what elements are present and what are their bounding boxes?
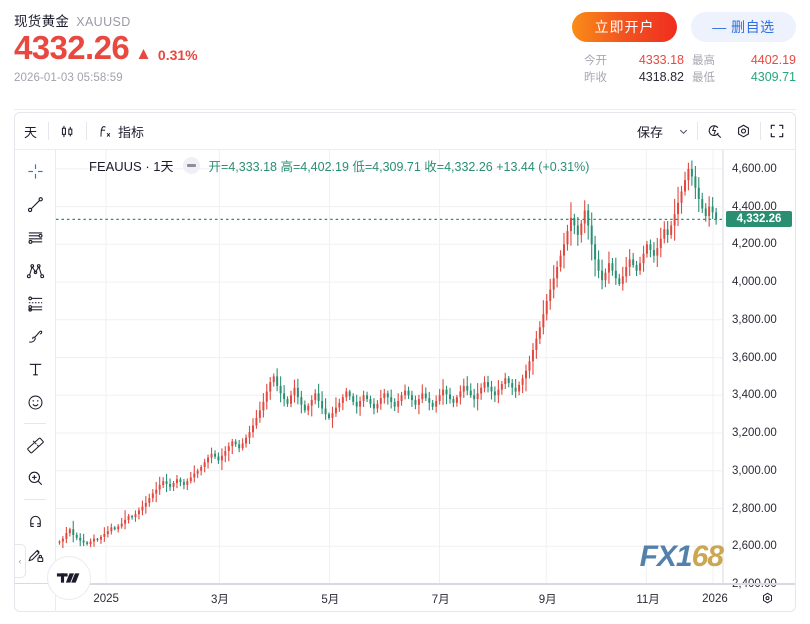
chart-type-button[interactable] (51, 118, 84, 144)
chart-body: FEAUUS · 1天 开=4,333.18 高=4,402.19 低=4,30… (15, 150, 795, 612)
emoji-icon[interactable] (20, 387, 50, 417)
fib-retracement-icon[interactable] (20, 288, 50, 318)
legend-ohlc: 开=4,333.18 高=4,402.19 低=4,309.71 收=4,332… (208, 160, 590, 174)
stat-label-prevclose: 昨收 (584, 72, 607, 84)
time-axis-separator (15, 583, 795, 584)
legend-symbol: FEAUUS · 1天 (89, 159, 174, 174)
interval-label: 天 (24, 124, 38, 140)
time-axis-label: 7月 (431, 593, 450, 606)
time-axis-label: 9月 (538, 593, 557, 606)
price-axis-label: 4,400.00 (732, 200, 777, 213)
toolbar-divider (48, 122, 50, 140)
measure-ruler-icon[interactable] (20, 430, 50, 460)
tradingview-logo[interactable] (47, 556, 91, 600)
time-axis[interactable]: 2025 3月 5月 7月 9月 11月 2026 (56, 584, 795, 612)
fx-icon (98, 124, 113, 139)
price-axis[interactable]: 4,600.00 4,400.00 4,200.00 4,000.00 3,800.00… (723, 150, 795, 590)
save-label: 保存 (636, 124, 663, 140)
price-plot[interactable] (56, 150, 723, 584)
time-axis-label: 2026 (702, 592, 728, 605)
chart-legend: FEAUUS · 1天 开=4,333.18 高=4,402.19 低=4,30… (89, 156, 589, 175)
header-actions: 立即开户 — 删自选 (496, 12, 796, 42)
toolbar-divider-2 (86, 122, 88, 140)
stat-value-low: 4309.71 (750, 70, 796, 84)
axis-settings-gear-icon[interactable] (757, 588, 777, 608)
price-axis-label: 4,600.00 (732, 162, 777, 175)
chart-toolbar: 天 (15, 113, 795, 150)
price-axis-label: 3,400.00 (732, 389, 777, 402)
horizontal-lines-icon[interactable] (20, 222, 50, 252)
price-axis-separator (722, 150, 723, 584)
sidebar-divider-2 (24, 499, 46, 500)
magnet-icon[interactable] (20, 506, 50, 536)
chevron-down-icon (678, 126, 689, 137)
time-axis-label: 2025 (93, 592, 119, 605)
price-axis-label: 4,200.00 (732, 238, 777, 251)
price-axis-label: 2,600.00 (732, 540, 777, 553)
chart-container: 天 (14, 112, 796, 612)
crosshair-icon[interactable] (20, 156, 50, 186)
open-account-button[interactable]: 立即开户 (572, 12, 677, 42)
stat-label-open: 今开 (584, 55, 607, 67)
lock-drawings-icon[interactable] (20, 539, 50, 569)
quote-timestamp: 2026-01-03 05:58:59 (14, 71, 123, 84)
save-button[interactable]: 保存 (628, 118, 672, 144)
current-price-badge: 4,332.26 (726, 211, 792, 228)
price-axis-label: 2,800.00 (732, 502, 777, 515)
stat-value-prevclose: 4318.82 (638, 70, 684, 84)
quote-stats-grid: 今开 4333.18 最高 4402.19 昨收 4318.82 最低 4309… (496, 52, 796, 85)
fullscreen-icon (769, 123, 785, 139)
stat-value-open: 4333.18 (638, 53, 684, 67)
last-price: 4332.26 (14, 29, 130, 66)
save-menu-button[interactable] (672, 118, 695, 144)
stat-label-low: 最低 (692, 72, 715, 84)
price-up-arrow-icon: ▲ (135, 43, 152, 63)
replay-search-icon (706, 123, 723, 140)
price-axis-label: 3,200.00 (732, 427, 777, 440)
interval-selector[interactable]: 天 (15, 118, 46, 144)
header-right: 立即开户 — 删自选 今开 4333.18 最高 4402.19 昨收 4318… (496, 12, 796, 85)
price-axis-label: 3,800.00 (732, 313, 777, 326)
quote-header: 现货黄金 XAUUSD 4332.26 ▲ 0.31% 2026-01-03 0… (0, 0, 810, 110)
replay-button[interactable] (700, 118, 729, 144)
symbol-code: XAUUSD (76, 15, 131, 29)
stat-value-high: 4402.19 (750, 53, 796, 67)
price-axis-label: 4,000.00 (732, 276, 777, 289)
symbol-row: 现货黄金 XAUUSD (14, 10, 794, 30)
toolbar-divider-4 (760, 122, 761, 140)
fullscreen-button[interactable] (763, 118, 791, 144)
collapse-sidebar-button[interactable]: ‹ (15, 544, 26, 578)
chart-settings-button[interactable] (729, 118, 758, 144)
stat-label-high: 最高 (692, 55, 715, 67)
candlestick-svg (56, 150, 723, 584)
price-row: 4332.26 ▲ 0.31% (14, 29, 794, 66)
sidebar-divider-1 (24, 423, 46, 424)
zoom-in-icon[interactable] (20, 463, 50, 493)
candlestick-icon (60, 124, 75, 139)
trend-line-icon[interactable] (20, 189, 50, 219)
toolbar-divider-3 (697, 122, 698, 140)
price-axis-label: 3,000.00 (732, 464, 777, 477)
pitchfork-icon[interactable] (20, 255, 50, 285)
time-axis-label: 5月 (321, 593, 340, 606)
time-axis-label: 11月 (636, 593, 660, 606)
header-divider (14, 109, 796, 110)
indicators-label: 指标 (118, 124, 145, 140)
time-axis-label: 3月 (210, 593, 229, 606)
symbol-name: 现货黄金 (14, 14, 70, 29)
change-percent: 0.31% (157, 46, 198, 63)
text-tool-icon[interactable] (20, 354, 50, 384)
toolbar-right-group: 保存 (628, 113, 791, 149)
brush-icon[interactable] (20, 321, 50, 351)
price-axis-label: 3,600.00 (732, 351, 777, 364)
remove-watchlist-button[interactable]: — 删自选 (691, 12, 796, 42)
drawing-toolbar (15, 150, 56, 612)
hide-series-icon[interactable] (182, 157, 200, 174)
toolbar-left-group: 天 (15, 113, 153, 149)
gear-icon (735, 123, 752, 140)
indicators-button[interactable]: 指标 (89, 118, 153, 144)
